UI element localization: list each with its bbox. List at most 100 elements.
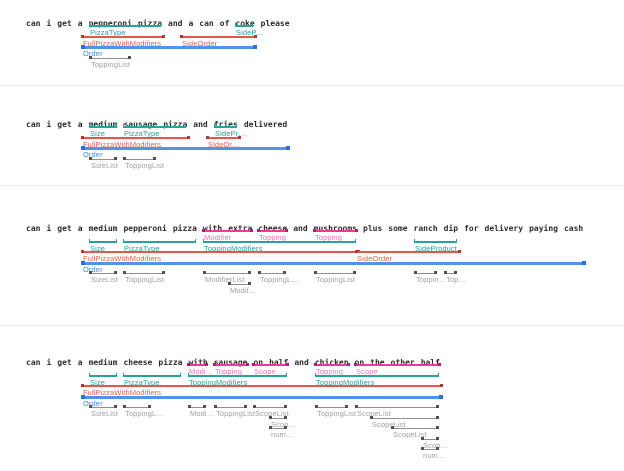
span-label: ToppingList <box>125 275 165 284</box>
span-line <box>314 271 356 274</box>
annotation-canvas: can i get a pepperoni pizza and a can of coke pleas… <box>0 13 624 463</box>
span-label: SizeList <box>91 160 119 170</box>
span-gray-bar: ToppingList <box>89 55 131 68</box>
span-gray-bar: ToppingList <box>315 405 356 418</box>
token: a <box>77 120 83 129</box>
span-line <box>81 135 190 139</box>
span-teal-bar: PizzaType <box>123 238 196 252</box>
token: the <box>370 358 385 367</box>
token: get <box>57 120 72 129</box>
token: sausage <box>123 120 158 129</box>
utterance-block: can i get a medium cheese pizza with sausage on ha… <box>26 352 624 463</box>
span-label: Modi… <box>190 409 215 418</box>
span-red-bar: FullPizzaWithModifiers <box>81 135 190 149</box>
span-label: num… <box>423 451 446 460</box>
span-teal-bar: PizzaType <box>123 372 181 386</box>
span-teal-bar: Size <box>89 372 117 386</box>
token: pepperoni <box>88 19 132 28</box>
token: of <box>219 19 230 28</box>
token: get <box>57 19 72 28</box>
token: medium <box>88 358 118 367</box>
span-gray-bar: Top… <box>444 271 466 284</box>
token: a <box>77 224 83 233</box>
token: a <box>188 19 194 28</box>
span-line <box>414 238 457 243</box>
span-label: ModifierList <box>205 275 245 284</box>
utterance-text: can i get a pepperoni pizza and a can of coke pleas… <box>26 13 624 28</box>
span-label: Order <box>83 264 103 274</box>
span-label: ToppingList <box>216 409 256 418</box>
span-label: FullPizzaWithModifiers <box>83 139 162 149</box>
span-line <box>391 426 439 429</box>
utterance-block: can i get a medium pepperoni pizza with extra che… <box>26 218 624 297</box>
token: please <box>260 19 290 28</box>
token: some <box>388 224 408 233</box>
span-red-bar: FullPizzaWithModifiers <box>81 384 443 397</box>
span-label: Scope <box>356 367 378 376</box>
span-line <box>89 156 117 160</box>
span-line <box>203 238 356 243</box>
section-divider <box>0 325 624 326</box>
token: plus <box>363 224 383 233</box>
span-label: ToppingModifiers <box>189 377 248 387</box>
span-line <box>414 271 437 274</box>
span-teal-bar: ToppingModifiers <box>203 238 356 252</box>
span-gray-bar: ScopeList <box>391 426 439 439</box>
section-divider <box>0 85 624 86</box>
span-line <box>81 260 586 265</box>
span-red-bar: SideOr… <box>206 135 241 148</box>
span-label: num… <box>271 430 294 439</box>
span-label: Topping <box>259 233 286 242</box>
token: medium <box>88 224 118 233</box>
span-line <box>444 271 457 274</box>
span-line <box>269 415 287 419</box>
span-gray-bar: ToppingList <box>123 271 165 284</box>
span-line <box>214 405 247 408</box>
span-label: Order <box>83 150 103 159</box>
utterance-text: can i get a medium cheese pizza with sausage on ha… <box>26 352 624 367</box>
span-label: PizzaType <box>124 129 160 138</box>
span-red-bar: FullPizzaWithModifiers <box>81 34 165 47</box>
utterance-block: can i get a pepperoni pizza and a can of coke pleas… <box>26 13 624 71</box>
token: delivery <box>484 224 524 233</box>
span-label: SideP… <box>236 28 265 37</box>
span-label: Modif… <box>230 285 257 295</box>
span-line <box>81 394 443 399</box>
span-gray-bar: ScopeList <box>355 405 439 418</box>
token: pizza <box>172 224 197 233</box>
span-blue-bar: Order <box>81 45 257 58</box>
span-line <box>81 146 290 150</box>
span-teal-bar: SideProduct <box>414 238 457 252</box>
token: cash <box>563 224 584 233</box>
token: ranch <box>413 224 438 233</box>
span-line <box>89 405 117 408</box>
span-label: ToppingL… <box>260 275 299 284</box>
token: mushrooms <box>313 224 357 233</box>
span-gray-bar: ToppingList <box>314 271 356 284</box>
span-line <box>206 135 241 139</box>
span-gray-bar: SizeList <box>89 405 118 418</box>
span-blue-bar: Order <box>81 260 586 274</box>
span-label: Toppin… <box>416 275 447 284</box>
span-label: ToppingList <box>317 409 357 418</box>
utterance-block: can i get a medium sausage pizza and fries delive… <box>26 114 624 172</box>
token: cheese <box>258 224 288 233</box>
span-line <box>258 271 286 274</box>
span-gray-bar: ToppingList <box>123 156 164 169</box>
token: and <box>293 224 308 233</box>
span-line <box>123 271 165 274</box>
token: fries <box>213 120 238 129</box>
span-gray-bar: ToppingL… <box>258 271 299 284</box>
span-label: Size <box>90 129 105 138</box>
span-line <box>81 45 257 49</box>
token: half <box>420 358 440 367</box>
span-line <box>89 271 117 274</box>
token: with <box>202 224 223 233</box>
span-line <box>355 405 439 408</box>
span-label: ScopeList <box>255 409 289 418</box>
span-red-bar: FullPizzaWithModifiers <box>81 250 360 263</box>
token: chicken <box>314 358 349 367</box>
utterance-text: can i get a medium sausage pizza and fries delive… <box>26 114 624 129</box>
span-gray-bar: num… <box>421 447 445 460</box>
span-label: SideOrder <box>357 254 393 263</box>
